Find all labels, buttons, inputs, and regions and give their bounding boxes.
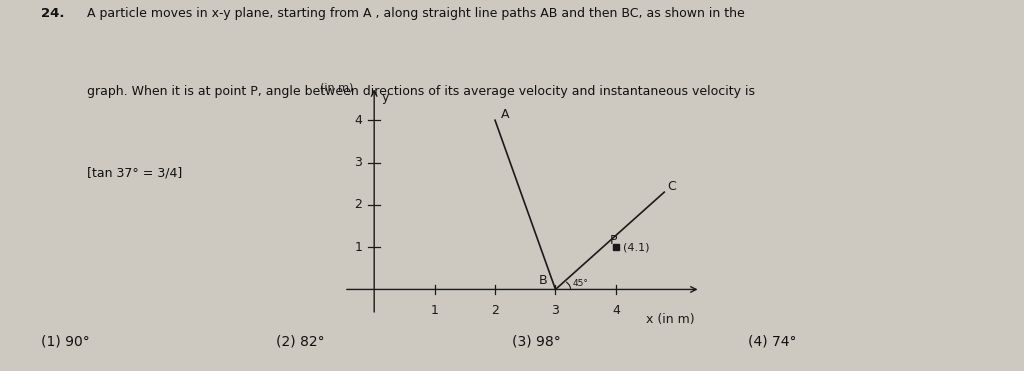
Text: (3) 98°: (3) 98°: [512, 335, 561, 349]
Text: C: C: [668, 180, 676, 193]
Text: P: P: [610, 234, 617, 247]
Text: 1: 1: [431, 304, 438, 317]
Text: x (in m): x (in m): [646, 313, 694, 326]
Text: B: B: [539, 274, 547, 287]
Text: (2) 82°: (2) 82°: [276, 335, 325, 349]
Text: (in m): (in m): [319, 82, 353, 92]
Text: [tan 37° = 3/4]: [tan 37° = 3/4]: [87, 167, 182, 180]
Text: 45°: 45°: [572, 279, 588, 289]
Text: (4.1): (4.1): [624, 242, 649, 252]
Text: y: y: [381, 91, 389, 104]
Text: 1: 1: [354, 241, 362, 254]
Text: 24.: 24.: [41, 7, 65, 20]
Text: (4) 74°: (4) 74°: [748, 335, 796, 349]
Text: A particle moves in x-y plane, starting from A , along straight line paths AB an: A particle moves in x-y plane, starting …: [87, 7, 744, 20]
Text: 3: 3: [354, 156, 362, 169]
Text: (1) 90°: (1) 90°: [41, 335, 90, 349]
Text: 2: 2: [492, 304, 499, 317]
Text: A: A: [501, 108, 510, 121]
Text: 3: 3: [552, 304, 559, 317]
Text: 4: 4: [612, 304, 620, 317]
Text: graph. When it is at point P, angle between directions of its average velocity a: graph. When it is at point P, angle betw…: [87, 85, 755, 98]
Text: 4: 4: [354, 114, 362, 127]
Text: 2: 2: [354, 198, 362, 211]
